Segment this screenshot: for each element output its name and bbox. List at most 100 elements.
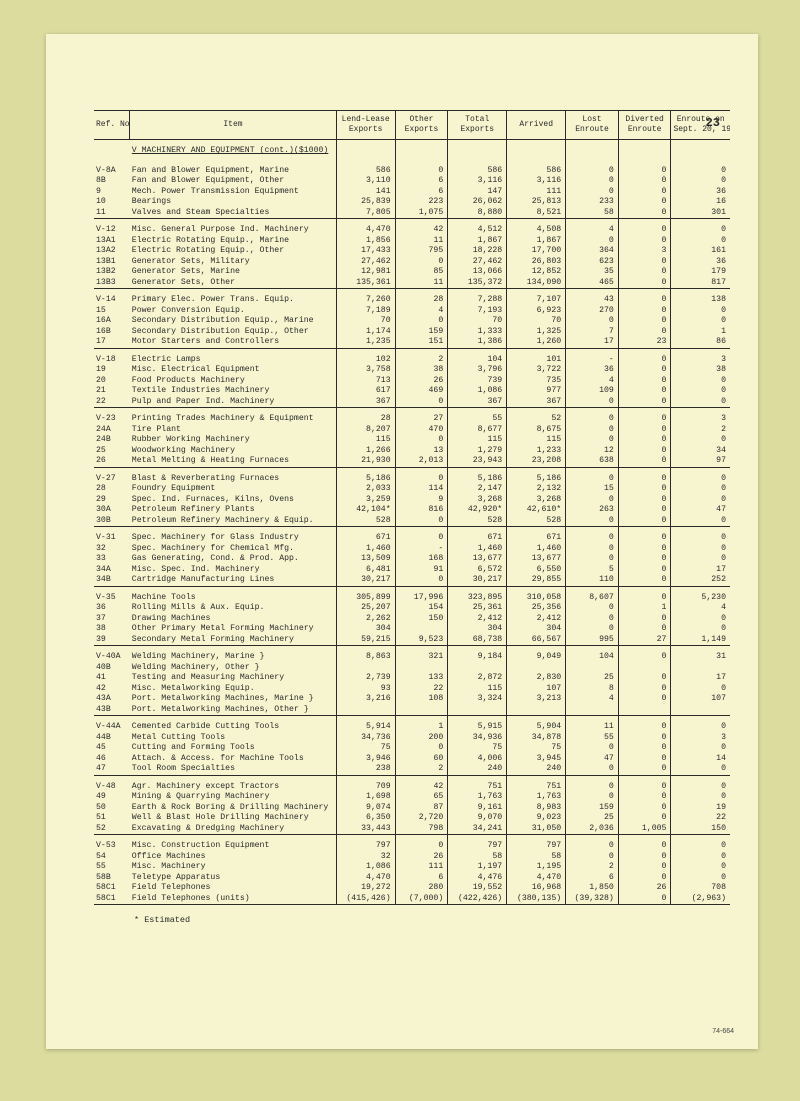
cell-value: 4,512 <box>448 219 507 236</box>
cell-ref: 15 <box>94 306 130 317</box>
cell-value: 111 <box>507 187 566 198</box>
cell-ref: V-18 <box>94 349 130 366</box>
cell-value: 23,208 <box>507 456 566 467</box>
cell-value: 0 <box>395 527 448 544</box>
cell-value: 161 <box>671 246 730 257</box>
table-row: 58BTeletype Apparatus4,47064,4764,470600 <box>94 873 730 884</box>
col-lend: Lend-LeaseExports <box>336 111 395 140</box>
cell-value: 168 <box>395 554 448 565</box>
cell-item: Cemented Carbide Cutting Tools <box>130 716 336 733</box>
cell-value: 86 <box>671 337 730 348</box>
cell-value: 0 <box>618 565 671 576</box>
cell-value: 0 <box>618 257 671 268</box>
cell-value: 304 <box>336 624 395 635</box>
cell-value: 0 <box>671 684 730 695</box>
cell-value: 110 <box>566 575 619 586</box>
table-row: 16ASecondary Distribution Equip., Marine… <box>94 316 730 327</box>
cell-ref: 19 <box>94 365 130 376</box>
cell-ref: 58C1 <box>94 894 130 905</box>
cell-value: 0 <box>618 468 671 485</box>
cell-ref: 8B <box>94 176 130 187</box>
cell-value: 108 <box>395 694 448 705</box>
cell-value: 0 <box>395 468 448 485</box>
cell-value: 223 <box>395 197 448 208</box>
cell-ref: V-23 <box>94 408 130 425</box>
cell-value: 0 <box>618 306 671 317</box>
table-row: 26Metal Melting & Heating Furnaces21,930… <box>94 456 730 467</box>
cell-value: 2,132 <box>507 484 566 495</box>
cell-value: 4 <box>566 376 619 387</box>
cell-value: 586 <box>336 160 395 177</box>
cell-value: 70 <box>448 316 507 327</box>
cell-value: 60 <box>395 754 448 765</box>
col-diverted: DivertedEnroute <box>618 111 671 140</box>
cell-value: (2,963) <box>671 894 730 905</box>
cell-item: Misc. General Purpose Ind. Machinery <box>130 219 336 236</box>
table-row: 33Gas Generating, Cond. & Prod. App.13,5… <box>94 554 730 565</box>
cell-value: 1,149 <box>671 635 730 646</box>
cell-value: 0 <box>395 397 448 408</box>
cell-value: 3 <box>618 246 671 257</box>
cell-value: 323,895 <box>448 587 507 604</box>
cell-item: Gas Generating, Cond. & Prod. App. <box>130 554 336 565</box>
cell-value: 0 <box>618 176 671 187</box>
cell-value: 3,268 <box>507 495 566 506</box>
cell-item: Motor Starters and Controllers <box>130 337 336 348</box>
cell-value: 34 <box>671 446 730 457</box>
cell-value: 8,880 <box>448 208 507 219</box>
table-row: V-23Printing Trades Machinery & Equipmen… <box>94 408 730 425</box>
cell-value: 65 <box>395 792 448 803</box>
cell-ref: 38 <box>94 624 130 635</box>
cell-value: 2 <box>395 764 448 775</box>
cell-value: 465 <box>566 278 619 289</box>
cell-value: 0 <box>618 386 671 397</box>
cell-value: 102 <box>336 349 395 366</box>
cell-item: Tool Room Specialties <box>130 764 336 775</box>
cell-item: Rubber Working Machinery <box>130 435 336 446</box>
cell-ref: V-53 <box>94 835 130 852</box>
cell-value: 4,470 <box>336 219 395 236</box>
cell-value: 26,803 <box>507 257 566 268</box>
cell-value: 0 <box>671 873 730 884</box>
cell-value: 1,850 <box>566 883 619 894</box>
cell-value: 238 <box>336 764 395 775</box>
cell-value: 528 <box>336 516 395 527</box>
cell-value: 1,279 <box>448 446 507 457</box>
cell-value: 70 <box>336 316 395 327</box>
cell-ref: V-35 <box>94 587 130 604</box>
cell-value: 15 <box>566 484 619 495</box>
cell-item: Testing and Measuring Machinery <box>130 673 336 684</box>
cell-value: 8,607 <box>566 587 619 604</box>
cell-item: Machine Tools <box>130 587 336 604</box>
table-row: 8BFan and Blower Equipment, Other3,11063… <box>94 176 730 187</box>
cell-value: 735 <box>507 376 566 387</box>
cell-value: 0 <box>566 516 619 527</box>
cell-item: Woodworking Machinery <box>130 446 336 457</box>
cell-value: 1,325 <box>507 327 566 338</box>
cell-item: Metal Melting & Heating Furnaces <box>130 456 336 467</box>
cell-value: 25,207 <box>336 603 395 614</box>
cell-value: 1,763 <box>507 792 566 803</box>
cell-ref: 40B <box>94 663 130 674</box>
cell-item: Textile Industries Machinery <box>130 386 336 397</box>
col-item: Item <box>130 111 336 140</box>
cell-value: 0 <box>618 575 671 586</box>
cell-value: 0 <box>566 160 619 177</box>
cell-value: 713 <box>336 376 395 387</box>
cell-item: Petroleum Refinery Plants <box>130 505 336 516</box>
cell-value: 469 <box>395 386 448 397</box>
cell-value: 1,086 <box>448 386 507 397</box>
cell-value: 0 <box>566 425 619 436</box>
cell-value: 0 <box>671 176 730 187</box>
cell-value: 6 <box>395 176 448 187</box>
cell-value: 17,433 <box>336 246 395 257</box>
table-row: V-18Electric Lamps1022104101-03 <box>94 349 730 366</box>
cell-value: 2,720 <box>395 813 448 824</box>
cell-value: 114 <box>395 484 448 495</box>
cell-value: 26,062 <box>448 197 507 208</box>
cell-value: 6,481 <box>336 565 395 576</box>
cell-value: 1 <box>671 327 730 338</box>
cell-ref: 11 <box>94 208 130 219</box>
cell-value: 22 <box>395 684 448 695</box>
cell-value: 0 <box>618 187 671 198</box>
